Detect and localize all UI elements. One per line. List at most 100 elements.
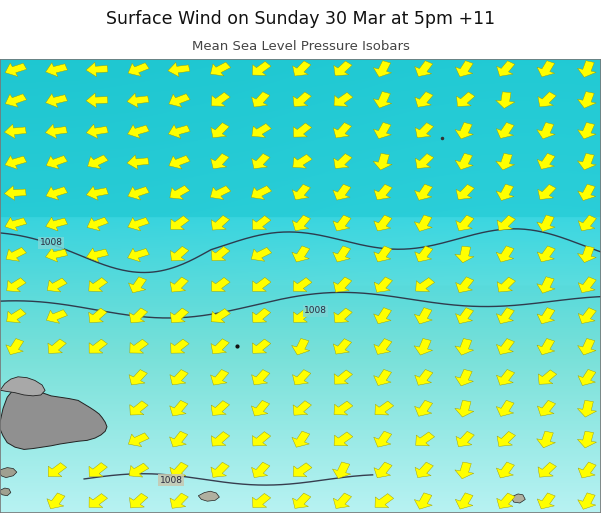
Polygon shape <box>538 92 557 107</box>
Polygon shape <box>198 491 219 501</box>
Polygon shape <box>334 92 353 106</box>
Polygon shape <box>252 369 270 385</box>
Polygon shape <box>211 401 230 416</box>
Polygon shape <box>47 278 67 292</box>
Polygon shape <box>456 308 474 324</box>
Polygon shape <box>373 61 392 77</box>
Polygon shape <box>578 277 596 293</box>
Polygon shape <box>511 494 525 503</box>
Polygon shape <box>416 278 435 291</box>
Polygon shape <box>292 184 311 200</box>
Polygon shape <box>292 431 310 447</box>
Polygon shape <box>373 91 392 108</box>
Polygon shape <box>293 401 311 415</box>
Polygon shape <box>414 308 432 324</box>
Polygon shape <box>252 124 272 137</box>
Polygon shape <box>169 155 190 169</box>
Polygon shape <box>252 92 270 107</box>
Polygon shape <box>87 217 108 231</box>
Polygon shape <box>252 153 270 169</box>
Polygon shape <box>374 246 392 262</box>
Polygon shape <box>4 186 26 200</box>
Polygon shape <box>496 493 515 508</box>
Polygon shape <box>456 277 474 292</box>
Polygon shape <box>6 247 26 261</box>
Polygon shape <box>293 493 311 508</box>
Polygon shape <box>416 432 435 446</box>
Polygon shape <box>170 493 188 508</box>
Polygon shape <box>0 377 45 396</box>
Polygon shape <box>374 215 392 231</box>
Polygon shape <box>578 493 596 509</box>
Polygon shape <box>171 216 189 230</box>
Polygon shape <box>127 248 149 262</box>
Polygon shape <box>46 186 67 200</box>
Polygon shape <box>211 215 230 230</box>
Polygon shape <box>292 215 311 231</box>
Polygon shape <box>171 339 189 353</box>
Polygon shape <box>455 369 474 386</box>
Polygon shape <box>5 63 26 76</box>
Polygon shape <box>89 494 108 507</box>
Polygon shape <box>252 308 270 323</box>
Polygon shape <box>374 431 392 447</box>
Polygon shape <box>252 215 271 230</box>
Polygon shape <box>374 184 392 200</box>
Polygon shape <box>212 278 230 291</box>
Polygon shape <box>578 308 596 324</box>
Polygon shape <box>211 339 230 354</box>
Polygon shape <box>578 184 596 201</box>
Polygon shape <box>578 215 596 231</box>
Polygon shape <box>45 124 67 139</box>
Polygon shape <box>455 339 474 355</box>
Polygon shape <box>415 246 433 262</box>
Polygon shape <box>5 217 26 231</box>
Polygon shape <box>537 61 555 77</box>
Polygon shape <box>4 124 26 139</box>
Polygon shape <box>252 339 271 353</box>
Polygon shape <box>212 431 230 446</box>
Polygon shape <box>251 247 272 261</box>
Polygon shape <box>578 462 596 478</box>
Polygon shape <box>86 62 108 77</box>
Polygon shape <box>293 92 311 107</box>
Polygon shape <box>5 155 26 169</box>
Polygon shape <box>334 277 352 292</box>
Polygon shape <box>415 92 433 107</box>
Polygon shape <box>129 463 149 477</box>
Text: 1008: 1008 <box>40 239 63 247</box>
Polygon shape <box>46 155 67 169</box>
Polygon shape <box>333 184 351 200</box>
Polygon shape <box>211 462 230 477</box>
Polygon shape <box>455 462 474 479</box>
Polygon shape <box>292 246 310 262</box>
Polygon shape <box>374 462 392 478</box>
Polygon shape <box>415 123 433 138</box>
Polygon shape <box>578 431 597 448</box>
Polygon shape <box>374 308 391 324</box>
Polygon shape <box>293 154 312 168</box>
Polygon shape <box>46 310 67 323</box>
Polygon shape <box>415 462 433 478</box>
Polygon shape <box>252 278 271 291</box>
Polygon shape <box>537 246 555 262</box>
Polygon shape <box>578 401 597 417</box>
Polygon shape <box>456 493 473 509</box>
Polygon shape <box>456 215 474 231</box>
Polygon shape <box>170 308 189 323</box>
Polygon shape <box>496 246 514 262</box>
Polygon shape <box>496 400 514 417</box>
Polygon shape <box>334 432 353 446</box>
Polygon shape <box>537 339 555 355</box>
Polygon shape <box>170 277 189 292</box>
Polygon shape <box>127 93 149 108</box>
Polygon shape <box>334 123 352 138</box>
Polygon shape <box>334 308 352 323</box>
Polygon shape <box>334 61 352 76</box>
Polygon shape <box>129 277 147 293</box>
Polygon shape <box>496 369 514 385</box>
Polygon shape <box>456 431 474 447</box>
Polygon shape <box>128 63 149 76</box>
Text: 1008: 1008 <box>160 476 183 485</box>
Polygon shape <box>496 92 515 108</box>
